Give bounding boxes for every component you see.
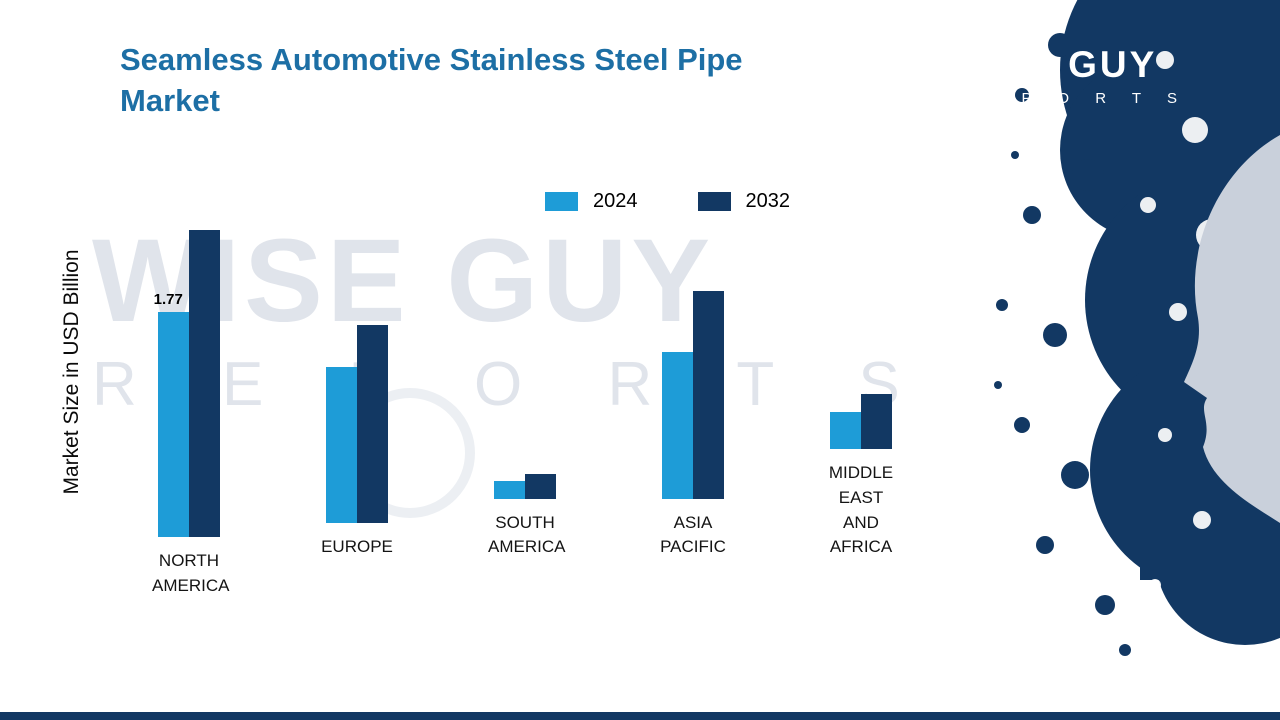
bar-2032 bbox=[189, 230, 220, 537]
category-label: NORTH AMERICA bbox=[152, 551, 230, 595]
category-label: MIDDLE EAST AND AFRICA bbox=[828, 463, 894, 557]
bar-2032 bbox=[693, 290, 724, 499]
bar-2024 bbox=[830, 412, 861, 450]
category-label: ASIA PACIFIC bbox=[660, 512, 726, 557]
bar-group: MIDDLE EAST AND AFRICA bbox=[777, 230, 945, 560]
legend-swatch bbox=[697, 192, 731, 211]
footer-bar bbox=[0, 712, 1280, 720]
bar-2032 bbox=[357, 325, 388, 524]
category-label: SOUTH AMERICA bbox=[488, 512, 566, 557]
bar-2024 bbox=[494, 480, 525, 499]
brand-decoration-graphic bbox=[994, 0, 1280, 656]
bars: 1.77 bbox=[154, 230, 220, 537]
legend-label: 2032 bbox=[745, 190, 791, 212]
bar-group: SOUTH AMERICA bbox=[441, 230, 609, 560]
bar-group: ASIA PACIFIC bbox=[609, 230, 777, 560]
brand-logo: WISE GUY R E P O R T S bbox=[948, 46, 1188, 106]
bars bbox=[326, 230, 388, 524]
page-title: Seamless Automotive Stainless Steel Pipe… bbox=[120, 42, 743, 118]
brand-logo-line2: R E P O R T S bbox=[948, 90, 1188, 107]
bar-2024: 1.77 bbox=[154, 291, 189, 537]
bar-group: 1.77 NORTH AMERICA bbox=[105, 230, 273, 595]
bar-2032 bbox=[861, 394, 892, 450]
watermark-line2: R E P O R T S bbox=[92, 350, 934, 419]
legend: 2024 2032 bbox=[545, 190, 790, 213]
bars bbox=[662, 230, 724, 499]
legend-item-2032: 2032 bbox=[697, 190, 791, 213]
legend-label: 2024 bbox=[593, 190, 638, 212]
legend-item-2024: 2024 bbox=[545, 190, 638, 213]
category-label: EUROPE bbox=[321, 537, 393, 557]
face-profile-graphic bbox=[1184, 135, 1280, 523]
bars bbox=[494, 230, 556, 499]
plot: 1.77 NORTH AMERICA EUROPE SOUTH AMERICA ASIA… bbox=[105, 230, 945, 595]
y-axis-label: Market Size in USD Billion bbox=[60, 249, 83, 495]
bar-2032 bbox=[525, 473, 556, 499]
bar-value-label: 1.77 bbox=[153, 291, 183, 308]
legend-swatch bbox=[545, 192, 578, 211]
brand-logo-line1: WISE GUY bbox=[948, 44, 1158, 85]
bar-2024 bbox=[662, 351, 693, 499]
bar-2024 bbox=[326, 367, 357, 524]
bar-group: EUROPE bbox=[273, 230, 441, 560]
bars bbox=[830, 230, 892, 450]
